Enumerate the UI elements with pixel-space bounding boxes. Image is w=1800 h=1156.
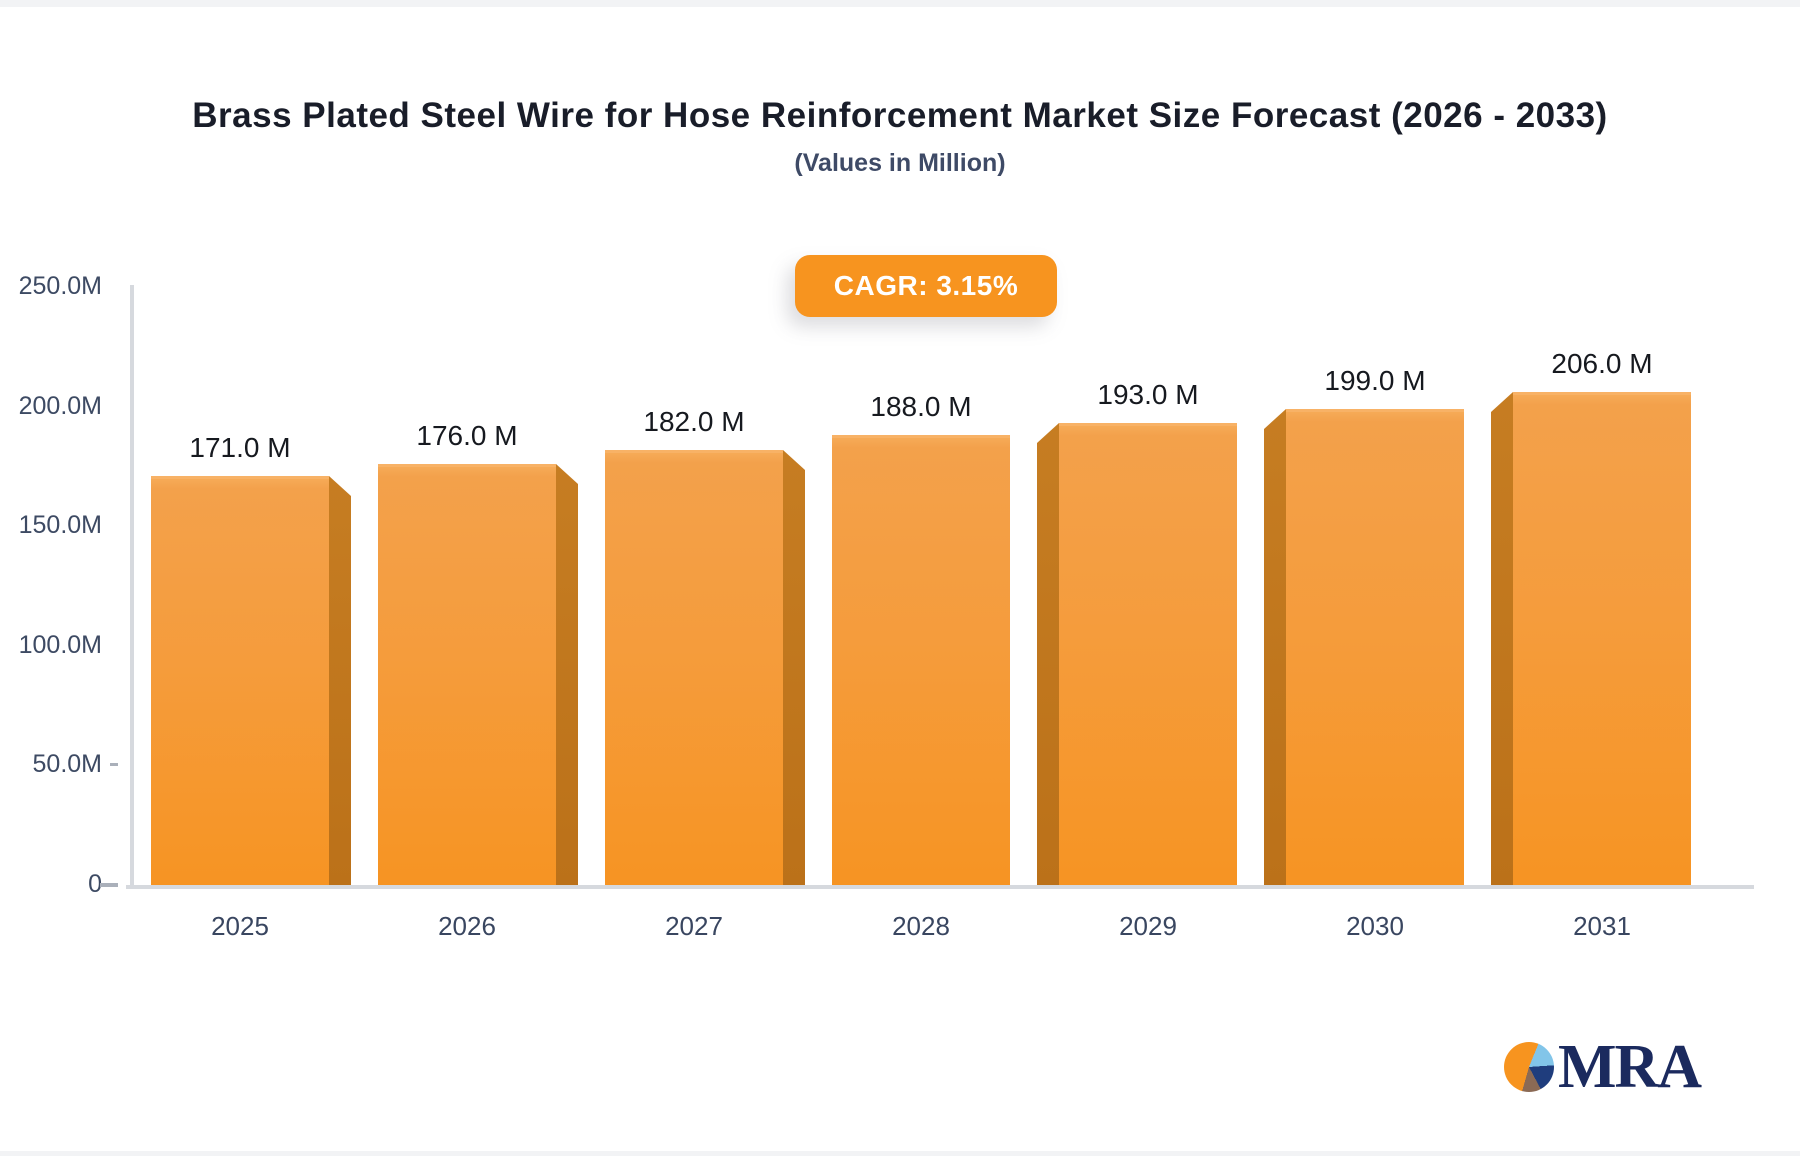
x-axis-category-label: 2025	[211, 911, 269, 941]
x-axis-category-label: 2029	[1119, 911, 1177, 941]
bar-group-2026[interactable]	[378, 464, 578, 885]
bar-group-2029[interactable]	[1037, 423, 1237, 885]
bar-group-2030[interactable]	[1264, 409, 1464, 885]
cagr-badge: CAGR: 3.15%	[795, 255, 1057, 317]
y-axis-tick-label: 50.0M	[32, 750, 102, 779]
x-axis-category-label: 2027	[665, 911, 723, 941]
brand-logo: MRA	[1504, 1033, 1702, 1101]
x-axis-baseline	[126, 885, 1754, 889]
bar-face[interactable]	[1286, 409, 1464, 885]
x-axis-category-label: 2028	[892, 911, 950, 941]
y-axis-tick-label: 0	[88, 870, 102, 898]
bar-side-3d	[1037, 423, 1059, 885]
chart-subtitle: (Values in Million)	[794, 149, 1006, 177]
x-axis-category-label: 2031	[1573, 911, 1631, 941]
y-axis-tick-label: 150.0M	[18, 511, 102, 540]
bar-value-label: 176.0 M	[416, 420, 518, 451]
x-axis-category-label: 2030	[1346, 911, 1404, 941]
bar-face[interactable]	[151, 476, 329, 885]
cagr-badge-label: CAGR: 3.15%	[833, 270, 1019, 301]
bar-value-label: 171.0 M	[189, 432, 291, 463]
bar-face[interactable]	[605, 450, 783, 885]
bar-side-3d	[1264, 409, 1286, 885]
bar-value-label: 199.0 M	[1324, 365, 1426, 396]
bar-face[interactable]	[1513, 392, 1691, 885]
y-axis-line	[130, 285, 134, 889]
chart-title: Brass Plated Steel Wire for Hose Reinfor…	[192, 96, 1608, 135]
bar-face[interactable]	[832, 435, 1010, 885]
bar-face[interactable]	[378, 464, 556, 885]
bar-side-3d	[1491, 392, 1513, 885]
pie-chart-logo-icon	[1504, 1042, 1554, 1092]
bar-face[interactable]	[1059, 423, 1237, 885]
bar-group-2027[interactable]	[605, 450, 805, 885]
bar-side-3d	[329, 476, 351, 885]
y-axis-tick-label: 250.0M	[18, 272, 102, 300]
brand-logo-text: MRA	[1558, 1033, 1702, 1101]
bar-value-label: 193.0 M	[1097, 379, 1199, 410]
bar-value-label: 182.0 M	[643, 406, 745, 437]
bar-value-label: 188.0 M	[870, 391, 972, 422]
y-axis-tick-mark	[100, 883, 118, 887]
bar-group-2028[interactable]	[832, 435, 1010, 885]
bar-group-2031[interactable]	[1491, 392, 1691, 885]
x-axis-category-label: 2026	[438, 911, 496, 941]
y-axis-tick-label: 200.0M	[18, 391, 102, 420]
bar-value-label: 206.0 M	[1551, 348, 1653, 379]
bar-group-2025[interactable]	[151, 476, 351, 885]
y-axis-tick-mark	[110, 763, 118, 767]
y-axis-tick-label: 100.0M	[18, 630, 102, 659]
bar-side-3d	[783, 450, 805, 885]
bar-side-3d	[556, 464, 578, 885]
